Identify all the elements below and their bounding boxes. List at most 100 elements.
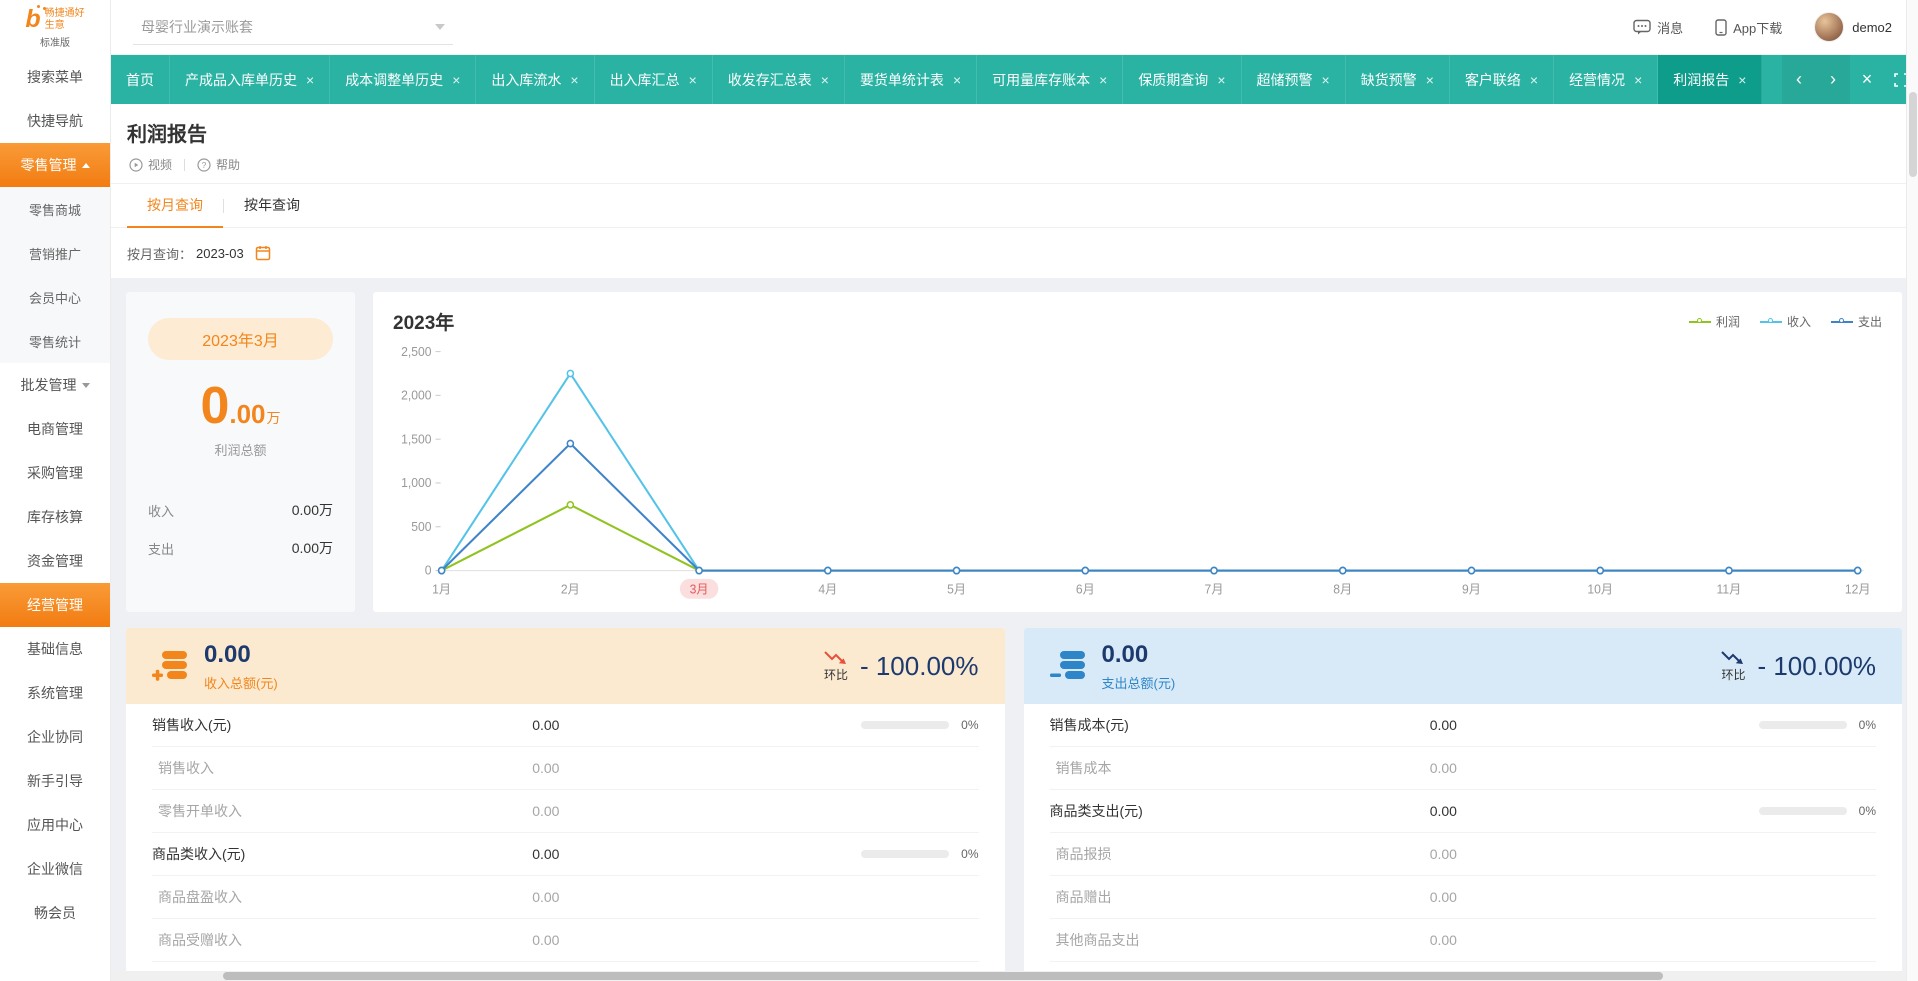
help-link-label: 帮助	[216, 158, 241, 172]
tab[interactable]: 客户联络 ×	[1450, 55, 1555, 104]
chart-legend: 利润 收入 支出	[1688, 308, 1882, 330]
query-tab[interactable]: 按月查询	[127, 184, 223, 228]
detail-row-value: 0.00	[532, 889, 560, 905]
tab-close-icon[interactable]: ×	[1529, 71, 1539, 88]
tab-close-icon[interactable]: ×	[1425, 71, 1434, 88]
detail-row-value: 0.00	[1429, 932, 1457, 948]
sidebar-item[interactable]: 基础信息	[0, 627, 110, 671]
app-download-button[interactable]: App下载	[1715, 18, 1782, 37]
vertical-scrollbar[interactable]	[1906, 0, 1918, 981]
tab-close-icon[interactable]: ×	[306, 71, 315, 88]
tab-close-icon[interactable]: ×	[1217, 71, 1226, 88]
svg-text:0: 0	[425, 564, 432, 578]
tab-close-icon[interactable]: ×	[688, 71, 697, 88]
expense-mom-block: 环比	[1721, 650, 1745, 683]
tab-close-icon[interactable]: ×	[452, 71, 461, 88]
tabs-close-all-button[interactable]: ×	[1861, 69, 1873, 89]
sidebar-item[interactable]: 批发管理	[0, 363, 110, 407]
sidebar-item[interactable]: 库存核算	[0, 495, 110, 539]
sidebar-item[interactable]: 营销推广	[0, 231, 110, 275]
sidebar-item[interactable]: 快捷导航	[0, 99, 110, 143]
sidebar-item[interactable]: 新手引导	[0, 759, 110, 803]
tab[interactable]: 出入库流水 ×	[476, 55, 595, 104]
horizontal-scrollbar[interactable]	[111, 971, 1906, 981]
income-rows: 销售收入(元) 0.00 0% 销售收入 0.00 零售开单收入 0.00 商品类收入(元) 0…	[126, 704, 1005, 981]
tab[interactable]: 利润报告 ×	[1658, 55, 1763, 104]
expense-total: 0.00	[1101, 640, 1149, 668]
tab-close-icon[interactable]: ×	[952, 71, 962, 88]
sidebar-item[interactable]: 零售管理	[0, 143, 110, 187]
messages-label: 消息	[1657, 20, 1684, 36]
profit-amount-unit: 万	[266, 410, 281, 426]
tabs-scroll-left-button[interactable]: ‹	[1782, 55, 1816, 104]
page-title: 利润报告	[127, 124, 207, 146]
svg-text:1,000: 1,000	[401, 476, 432, 490]
tab[interactable]: 出入库汇总 ×	[595, 55, 713, 104]
sidebar-item-label: 会员中心	[28, 290, 81, 306]
tab[interactable]: 成本调整单历史 ×	[330, 55, 477, 104]
sidebar-item[interactable]: 企业微信	[0, 847, 110, 891]
legend-item[interactable]: 收入	[1759, 313, 1811, 330]
income-head-right: 环比 - 100.00%	[824, 650, 979, 683]
brand-logo[interactable]: b 畅捷通好生意 标准版	[0, 0, 110, 55]
tab-close-icon[interactable]: ×	[1321, 71, 1330, 88]
tab[interactable]: 首页	[111, 55, 170, 104]
detail-row-label: 商品赠出	[1055, 889, 1112, 905]
video-link[interactable]: 视频	[129, 156, 172, 173]
sidebar-item[interactable]: 资金管理	[0, 539, 110, 583]
phone-icon	[1715, 18, 1727, 36]
tab-close-icon[interactable]: ×	[820, 71, 829, 88]
tab[interactable]: 收发存汇总表 ×	[713, 55, 845, 104]
tab[interactable]: 保质期查询 ×	[1123, 55, 1242, 104]
query-tab[interactable]: 按年查询	[244, 197, 300, 213]
vertical-scrollbar-thumb[interactable]	[1909, 92, 1917, 177]
sidebar-item[interactable]: 应用中心	[0, 803, 110, 847]
tab-close-icon[interactable]: ×	[1738, 71, 1747, 88]
top-cards-row: 2023年3月 0.00 万 利润总额 收入 0.00万 支出 0.00万 2023年 …	[126, 292, 1902, 612]
svg-text:3月: 3月	[690, 582, 709, 596]
sidebar-item[interactable]: 电商管理	[0, 407, 110, 451]
sidebar-item[interactable]: 系统管理	[0, 671, 110, 715]
sidebar-item[interactable]: 零售统计	[0, 319, 110, 363]
summary-row-label: 支出	[148, 541, 175, 557]
sidebar-item[interactable]: 会员中心	[0, 275, 110, 319]
sidebar-item[interactable]: 搜索菜单	[0, 55, 110, 99]
sidebar-item-label: 基础信息	[27, 641, 83, 657]
detail-row-value: 0.00	[532, 717, 560, 733]
tab-close-icon[interactable]: ×	[570, 71, 579, 88]
tab-close-icon[interactable]: ×	[1634, 71, 1643, 88]
sidebar-item-label: 批发管理	[20, 377, 77, 393]
expense-mom-value: - 100.00%	[1757, 650, 1876, 681]
messages-button[interactable]: 消息	[1633, 18, 1683, 37]
tabs-scroll-right-button[interactable]: ›	[1816, 55, 1850, 104]
tab[interactable]: 要货单统计表 ×	[845, 55, 978, 104]
progress: 0%	[1726, 718, 1876, 732]
progress: 0%	[829, 847, 979, 861]
sidebar-item[interactable]: 采购管理	[0, 451, 110, 495]
tab[interactable]: 可用量库存账本 ×	[977, 55, 1124, 104]
sidebar-item[interactable]: 经营管理	[0, 583, 110, 627]
filter-value[interactable]: 2023-03	[196, 245, 244, 261]
progress-bar	[861, 850, 950, 858]
user-menu[interactable]: demo2	[1814, 12, 1892, 42]
help-link[interactable]: ? 帮助	[197, 156, 240, 173]
detail-row-label: 其他商品支出	[1055, 932, 1140, 948]
tab-close-icon[interactable]: ×	[1099, 71, 1108, 88]
tab[interactable]: 超储预警 ×	[1242, 55, 1346, 104]
tab[interactable]: 产成品入库单历史 ×	[170, 55, 331, 104]
tab[interactable]: 经营情况 ×	[1554, 55, 1659, 104]
horizontal-scrollbar-thumb[interactable]	[223, 972, 1663, 980]
svg-text:4月: 4月	[818, 582, 837, 596]
sidebar-item[interactable]: 企业协同	[0, 715, 110, 759]
legend-item[interactable]: 支出	[1830, 313, 1882, 330]
sidebar-item[interactable]: 畅会员	[0, 891, 110, 935]
divider	[184, 158, 186, 171]
detail-row-value: 0.00	[1429, 717, 1457, 733]
tab-label: 利润报告	[1673, 71, 1730, 88]
sidebar-item[interactable]: 零售商城	[0, 187, 110, 231]
account-select[interactable]: 母婴行业演示账套	[133, 9, 453, 45]
tab[interactable]: 缺货预警 ×	[1346, 55, 1450, 104]
legend-item[interactable]: 利润	[1688, 313, 1740, 330]
expense-card-header: 0.00 支出总额(元) 环比 - 100.00%	[1023, 628, 1902, 704]
calendar-icon[interactable]	[255, 245, 271, 261]
